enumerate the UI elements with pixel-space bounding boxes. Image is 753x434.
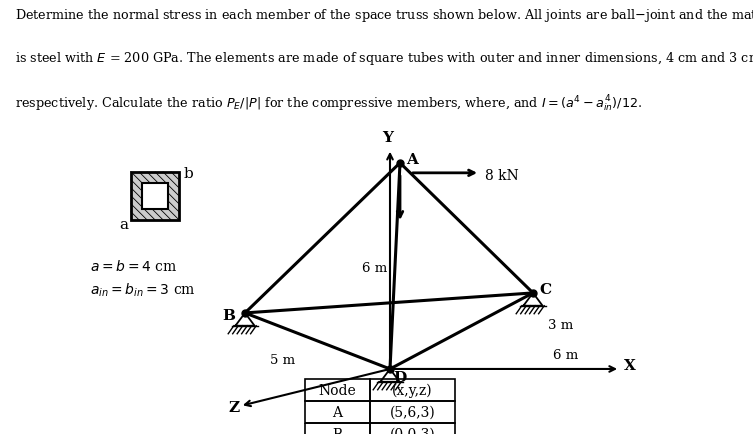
Text: b: b	[184, 167, 194, 181]
Text: 6 m: 6 m	[553, 348, 578, 361]
Text: B: B	[332, 427, 343, 434]
Text: (x,y,z): (x,y,z)	[392, 383, 433, 397]
Text: C: C	[539, 282, 551, 296]
Text: 8 kN: 8 kN	[485, 168, 519, 182]
Text: (5,6,3): (5,6,3)	[389, 405, 435, 419]
Bar	[305, 379, 370, 401]
Bar	[131, 172, 179, 220]
Text: X: X	[624, 358, 636, 372]
Bar	[305, 423, 370, 434]
Text: (0,0,3): (0,0,3)	[389, 427, 435, 434]
Text: respectively. Calculate the ratio $P_E/|P|$ for the compressive members, where, : respectively. Calculate the ratio $P_E/|…	[15, 94, 642, 114]
Text: A: A	[333, 405, 343, 419]
Text: A: A	[406, 152, 418, 167]
Text: Y: Y	[382, 131, 393, 145]
Text: Determine the normal stress in each member of the space truss shown below. All j: Determine the normal stress in each memb…	[15, 7, 753, 23]
Bar	[142, 183, 168, 210]
Bar	[370, 423, 455, 434]
Text: is steel with $E$ = 200 GPa. The elements are made of square tubes with outer an: is steel with $E$ = 200 GPa. The element…	[15, 49, 753, 66]
Text: a: a	[119, 217, 128, 231]
Text: Z: Z	[228, 400, 239, 414]
Text: Node: Node	[319, 383, 356, 397]
Text: $a = b = 4$ cm: $a = b = 4$ cm	[90, 259, 177, 274]
Text: 5 m: 5 m	[270, 353, 295, 366]
Text: D: D	[393, 370, 407, 384]
Text: $a_{in} = b_{in} = 3$ cm: $a_{in} = b_{in} = 3$ cm	[90, 280, 196, 298]
Text: 3 m: 3 m	[548, 318, 573, 331]
Bar	[305, 401, 370, 423]
Bar	[370, 379, 455, 401]
Text: B: B	[222, 308, 236, 322]
Text: 6 m: 6 m	[362, 261, 387, 274]
Bar	[370, 401, 455, 423]
